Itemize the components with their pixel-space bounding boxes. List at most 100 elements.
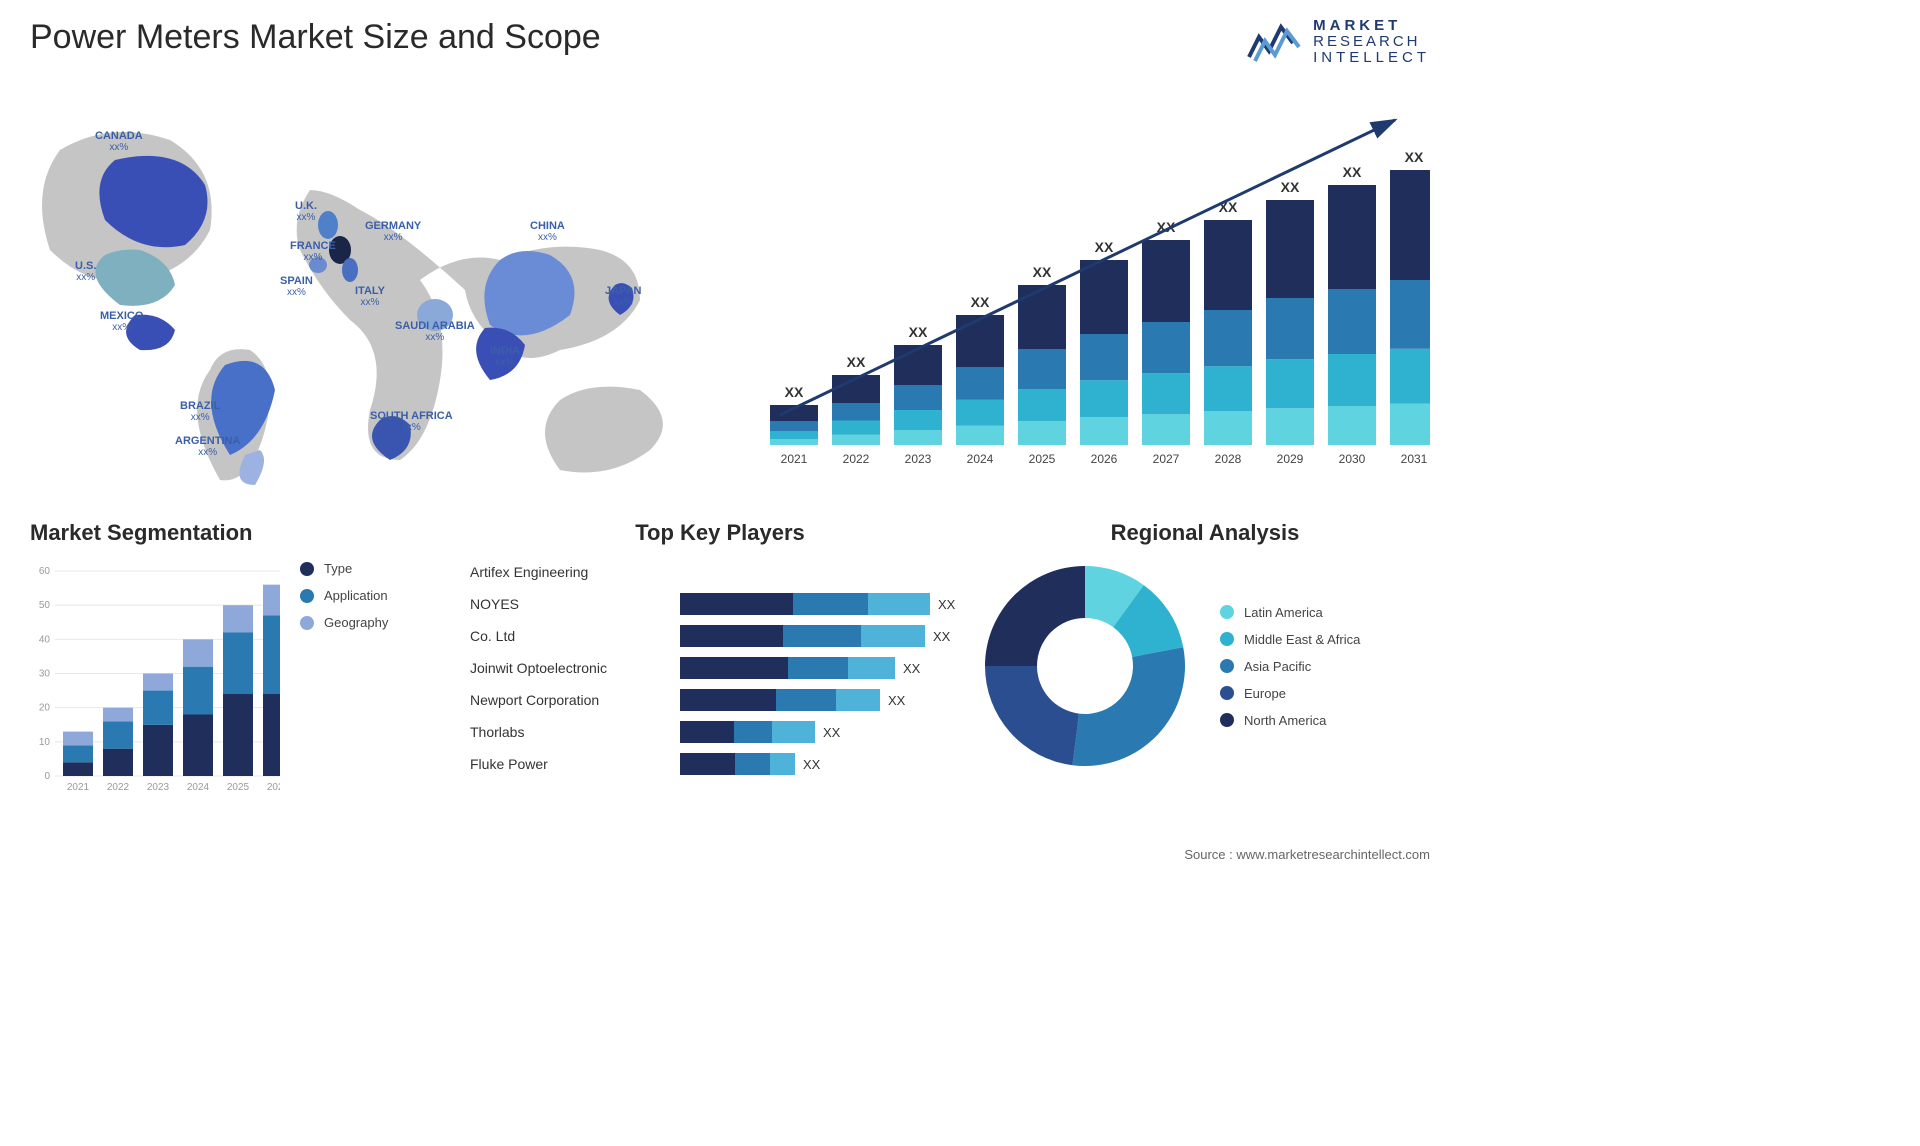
growth-bar-segment [832,435,880,446]
key-player-name: Newport Corporation [470,692,680,708]
year-label: 2026 [1091,452,1118,466]
year-label: 2027 [1153,452,1180,466]
swatch-icon [1220,605,1234,619]
legend-item: North America [1220,713,1360,728]
svg-text:50: 50 [39,600,51,611]
kp-value-label: XX [938,597,955,612]
key-player-bar [680,561,970,583]
seg-bar-segment [183,639,213,666]
growth-bar-segment [1328,406,1376,445]
growth-bar-segment [1266,298,1314,359]
kp-bar-segment [861,625,925,647]
growth-bar-segment [1142,373,1190,414]
growth-bar-segment [1390,170,1430,280]
growth-bar-segment [1080,260,1128,334]
key-player-name: Fluke Power [470,756,680,772]
legend-item: Middle East & Africa [1220,632,1360,647]
key-players-title: Top Key Players [470,520,970,546]
svg-text:10: 10 [39,737,51,748]
kp-bar-segment [776,689,836,711]
key-player-row: Artifex Engineering [470,556,970,588]
legend-label: Type [324,561,352,576]
svg-text:60: 60 [39,566,51,577]
legend-item: Latin America [1220,605,1360,620]
map-label: ARGENTINAxx% [175,435,240,458]
svg-text:2021: 2021 [67,782,90,793]
seg-bar-segment [183,715,213,777]
segmentation-title: Market Segmentation [30,520,430,546]
swatch-icon [1220,659,1234,673]
legend-item: Type [300,561,388,576]
bar-value-label: XX [1343,164,1362,180]
seg-bar-segment [103,721,133,748]
year-label: 2025 [1029,452,1056,466]
kp-bar-segment [788,657,848,679]
growth-bar-segment [1266,359,1314,408]
kp-bar-segment [680,625,783,647]
growth-bar-segment [1390,280,1430,349]
kp-bar-segment [772,721,815,743]
map-label: MEXICOxx% [100,310,143,333]
kp-bar-segment [680,657,788,679]
kp-value-label: XX [823,725,840,740]
growth-bar-segment [770,439,818,445]
kp-bar-segment [734,721,772,743]
seg-bar-segment [143,725,173,776]
growth-bar-segment [1018,421,1066,445]
swatch-icon [300,589,314,603]
growth-bar-segment [1204,220,1252,310]
key-player-bar: XX [680,593,970,615]
kp-bar-segment [770,753,795,775]
year-label: 2029 [1277,452,1304,466]
svg-text:2025: 2025 [227,782,250,793]
growth-chart: XX2021XX2022XX2023XX2024XX2025XX2026XX20… [760,100,1430,480]
kp-bar-segment [680,593,793,615]
bar-value-label: XX [971,294,990,310]
growth-bar-segment [1080,334,1128,380]
map-label: BRAZILxx% [180,400,220,423]
bar-value-label: XX [909,324,928,340]
seg-bar-segment [143,691,173,725]
segmentation-section: Market Segmentation 01020304050602021202… [30,520,430,820]
key-player-bar: XX [680,721,970,743]
growth-bar-segment [894,430,942,445]
svg-text:20: 20 [39,703,51,714]
growth-bar-segment [1204,310,1252,366]
swatch-icon [1220,632,1234,646]
seg-bar-segment [63,732,93,746]
seg-bar-segment [223,694,253,776]
legend-item: Application [300,588,388,603]
seg-bar-segment [223,633,253,695]
seg-bar-segment [63,745,93,762]
year-label: 2031 [1401,452,1428,466]
kp-bar-segment [680,753,735,775]
growth-bar-segment [956,400,1004,426]
growth-bar-segment [1142,414,1190,445]
bar-value-label: XX [847,354,866,370]
kp-bar-segment [735,753,770,775]
regional-donut [980,561,1190,771]
key-player-bar: XX [680,753,970,775]
legend-label: North America [1244,713,1326,728]
map-label: SAUDI ARABIAxx% [395,320,475,343]
donut-slice [1072,647,1185,766]
growth-bar-segment [894,410,942,430]
segmentation-legend: Type Application Geography [300,561,388,801]
growth-bar-segment [1142,322,1190,373]
map-label: ITALYxx% [355,285,385,308]
legend-label: Middle East & Africa [1244,632,1360,647]
growth-bar-segment [770,421,818,431]
growth-bar-segment [956,315,1004,367]
key-player-name: NOYES [470,596,680,612]
growth-bar-segment [1266,200,1314,298]
map-label: JAPANxx% [605,285,641,308]
legend-item: Geography [300,615,388,630]
map-label: U.K.xx% [295,200,317,223]
year-label: 2022 [843,452,870,466]
logo-line-2: RESEARCH [1313,34,1430,50]
legend-label: Geography [324,615,388,630]
seg-bar-segment [263,615,280,694]
growth-bar-segment [832,421,880,435]
source-text: Source : www.marketresearchintellect.com [1184,847,1430,862]
regional-section: Regional Analysis Latin AmericaMiddle Ea… [980,520,1430,820]
